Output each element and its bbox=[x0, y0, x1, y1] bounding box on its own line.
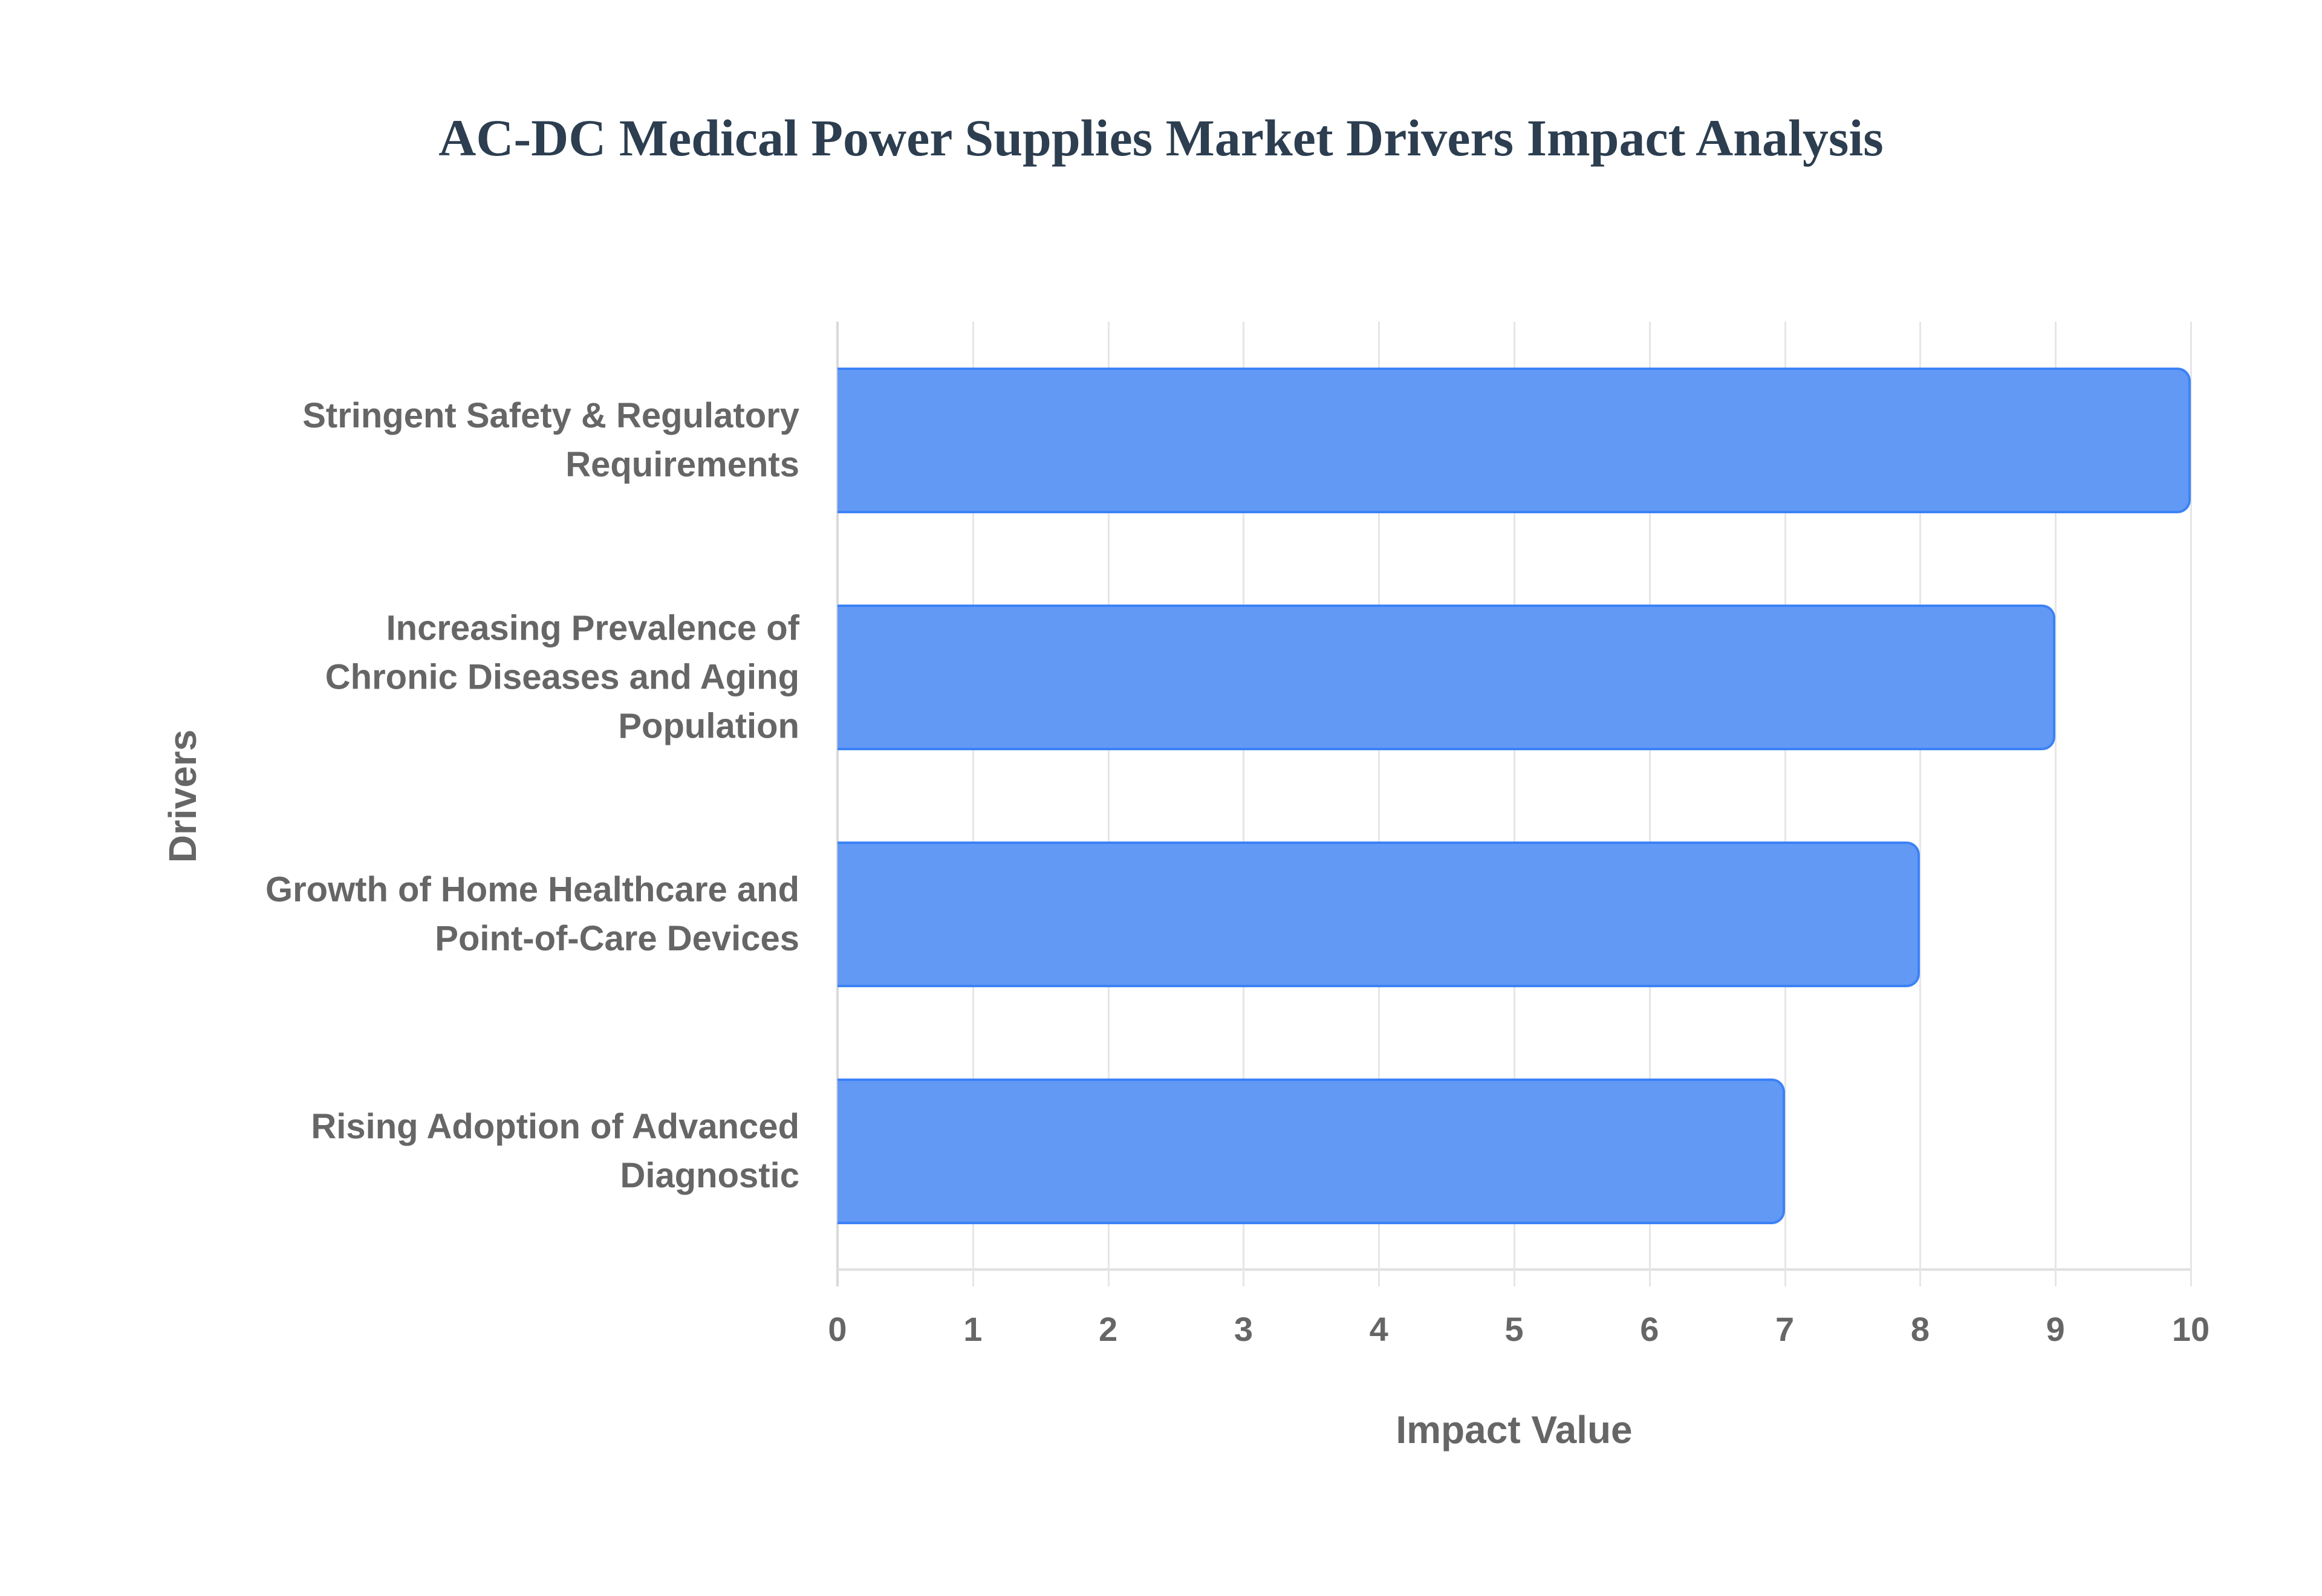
y-axis-title: Drivers bbox=[161, 729, 204, 863]
gridline bbox=[1378, 322, 1381, 1286]
y-category-label-line: Rising Adoption of Advanced bbox=[311, 1107, 799, 1146]
y-category-label: Growth of Home Healthcare and Point-of-Ca… bbox=[255, 865, 799, 963]
x-tick-label: 5 bbox=[1504, 1310, 1524, 1348]
chart-title: AC-DC Medical Power Supplies Market Driv… bbox=[438, 109, 1884, 167]
y-category-label: Increasing Prevalence of Chronic Diseases… bbox=[255, 604, 799, 751]
bar[interactable] bbox=[837, 605, 2056, 750]
gridline bbox=[1784, 322, 1786, 1286]
gridline bbox=[2055, 322, 2057, 1286]
y-category-label-line: Chronic Diseases and Aging bbox=[325, 657, 799, 697]
y-category-label-line: Requirements bbox=[565, 445, 799, 484]
y-category-label-line: Growth of Home Healthcare and bbox=[265, 870, 799, 909]
x-tick-label: 9 bbox=[2046, 1310, 2065, 1348]
gridline bbox=[1243, 322, 1245, 1286]
bar[interactable] bbox=[837, 368, 2191, 513]
x-tick-label: 10 bbox=[2171, 1310, 2210, 1348]
y-category-label: Rising Adoption of Advanced Diagnostic bbox=[255, 1102, 799, 1200]
bar[interactable] bbox=[837, 1079, 1785, 1224]
gridline bbox=[972, 322, 974, 1286]
gridline bbox=[1919, 322, 1922, 1286]
x-tick-label: 4 bbox=[1369, 1310, 1388, 1348]
x-tick-label: 2 bbox=[1099, 1310, 1118, 1348]
x-tick-label: 6 bbox=[1640, 1310, 1659, 1348]
y-axis-line bbox=[836, 322, 839, 1286]
gridline bbox=[2190, 322, 2192, 1286]
x-tick-label: 1 bbox=[963, 1310, 983, 1348]
y-category-label-line: Point-of-Care Devices bbox=[435, 919, 799, 958]
y-category-label-line: Diagnostic bbox=[620, 1156, 800, 1195]
x-tick-label: 8 bbox=[1910, 1310, 1930, 1348]
y-category-label-line: Stringent Safety & Regulatory bbox=[302, 396, 799, 435]
plot-area: 0 1 2 3 4 5 6 7 8 9 10 bbox=[828, 322, 2210, 1348]
y-category-label-line: Population bbox=[618, 706, 799, 746]
gridline bbox=[1648, 322, 1651, 1286]
x-tick-label: 0 bbox=[828, 1310, 847, 1348]
y-category-label-line: Increasing Prevalence of bbox=[386, 608, 799, 648]
bar[interactable] bbox=[837, 842, 1920, 987]
x-tick-label: 7 bbox=[1775, 1310, 1795, 1348]
gridline bbox=[1514, 322, 1515, 1286]
gridline bbox=[1107, 322, 1110, 1286]
x-axis-title: Impact Value bbox=[1396, 1408, 1633, 1452]
x-tick-label: 3 bbox=[1234, 1310, 1253, 1348]
y-category-label: Stringent Safety & Regulatory Requirement… bbox=[255, 391, 799, 489]
